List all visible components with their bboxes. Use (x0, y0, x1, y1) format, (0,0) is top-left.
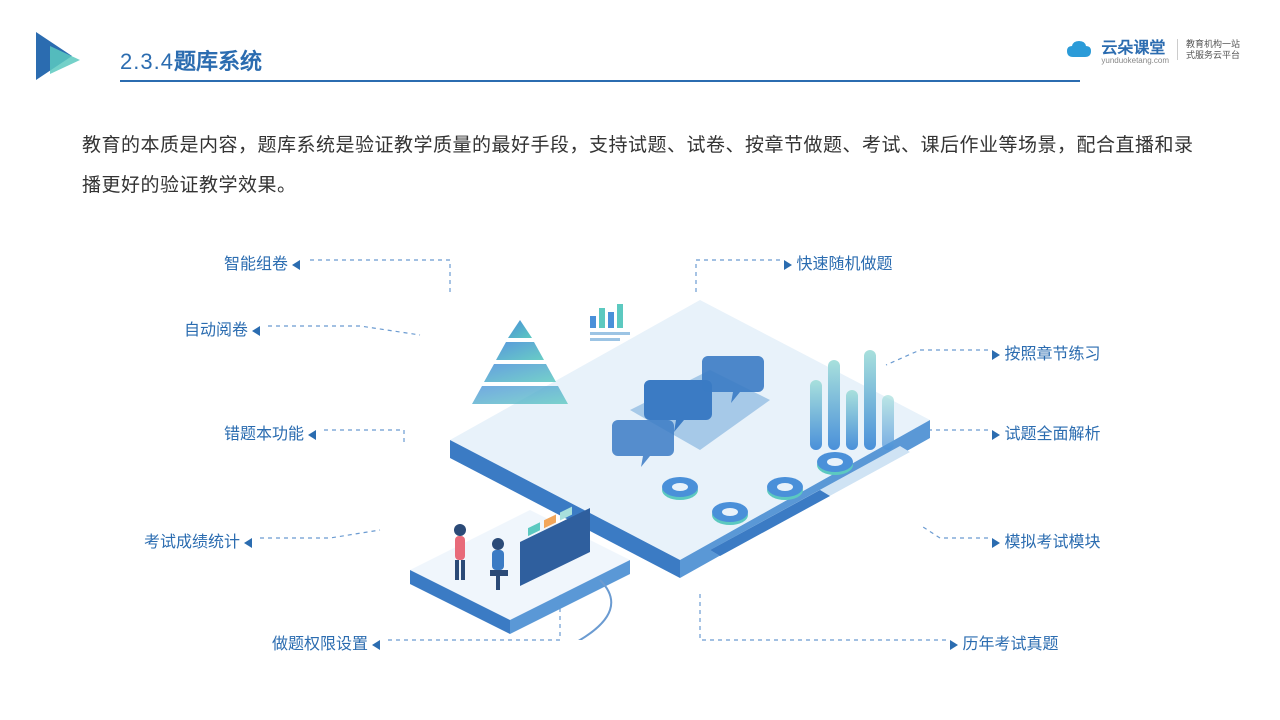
title-underline (120, 80, 1080, 82)
pyramid-icon (472, 320, 568, 404)
feature-full-analysis: 试题全面解析 (988, 420, 1100, 444)
logo-tagline: 教育机构一站 式服务云平台 (1177, 39, 1240, 61)
section-title: 2.3.4题库系统 (120, 44, 262, 76)
feature-chapter-practice: 按照章节练习 (988, 340, 1100, 364)
slide-arrow-icon (36, 32, 92, 80)
feature-mock-exam: 模拟考试模块 (988, 528, 1100, 552)
feature-quick-random: 快速随机做题 (780, 250, 892, 274)
feature-past-exams: 历年考试真题 (946, 630, 1058, 654)
logo-text: 云朵课堂 (1101, 34, 1169, 58)
feature-smart-paper: 智能组卷 (224, 250, 304, 274)
logo-subtext: yunduoketang.com (1101, 56, 1169, 65)
feature-wrongbook: 错题本功能 (224, 420, 320, 444)
slide-description: 教育的本质是内容，题库系统是验证教学质量的最好手段，支持试题、试卷、按章节做题、… (82, 126, 1198, 206)
feature-auto-grade: 自动阅卷 (184, 316, 264, 340)
section-number: 2.3.4 (120, 49, 174, 74)
cloud-icon (1065, 39, 1093, 61)
section-name: 题库系统 (174, 49, 262, 74)
mini-barchart (590, 304, 630, 341)
feature-permission: 做题权限设置 (272, 630, 384, 654)
feature-score-stats: 考试成绩统计 (144, 528, 256, 552)
isometric-illustration (380, 260, 940, 640)
brand-logo: 云朵课堂 yunduoketang.com 教育机构一站 式服务云平台 (1065, 34, 1240, 65)
feature-diagram: 智能组卷 自动阅卷 错题本功能 考试成绩统计 做题权限设置 快速随机做题 按照章… (0, 220, 1280, 700)
